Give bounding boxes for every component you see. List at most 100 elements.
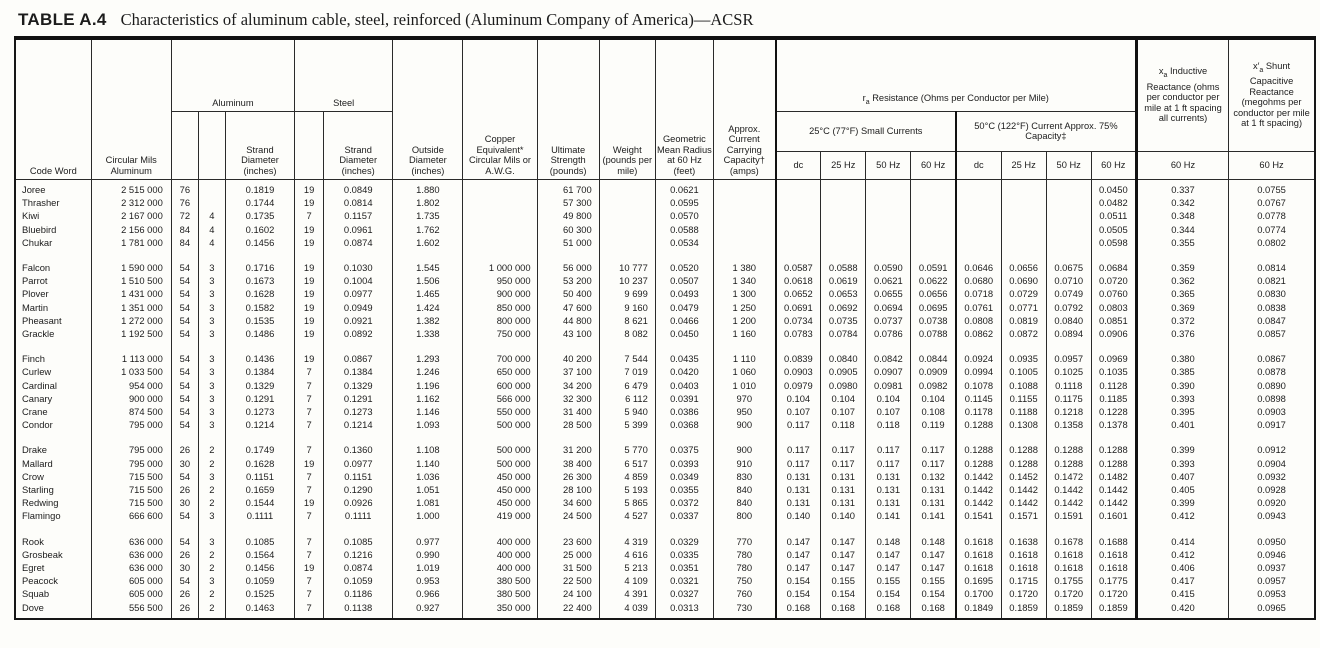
cell-xa_60hz: 0.412	[1134, 509, 1230, 523]
cell-st_strands: 19	[294, 222, 325, 236]
cell-r25_dc: 0.104	[774, 391, 822, 406]
cell-gmr: 0.0327	[654, 587, 714, 601]
cell-ultimate_strength: 34 600	[536, 496, 600, 510]
cell-code_word: Dove	[14, 600, 92, 619]
cell-r25_dc: 0.0903	[774, 365, 822, 379]
cell-copper_equivalent: 500 000	[462, 456, 538, 470]
cell-outside_diameter: 1.196	[392, 378, 464, 392]
cell-current_capacity: 1 340	[712, 274, 777, 288]
cell-xa_60hz: 0.359	[1134, 249, 1230, 275]
cell-st_strand_diameter: 0.0921	[323, 313, 394, 328]
cell-r50_25hz: 0.1088	[1000, 378, 1047, 392]
cell-outside_diameter: 1.081	[392, 496, 464, 510]
header-r50-50hz: 50 Hz	[1045, 151, 1092, 180]
cell-st_strands: 7	[294, 600, 325, 619]
cell-outside_diameter: 1.000	[392, 509, 464, 523]
cell-r50_dc: 0.1618	[954, 547, 1002, 562]
xa-symbol: x	[1158, 66, 1164, 77]
cell-circular_mils: 556 500	[90, 600, 172, 619]
cell-current_capacity: 830	[712, 469, 777, 484]
cell-r25_60hz: 0.0695	[910, 300, 957, 314]
cell-current_capacity: 840	[712, 483, 777, 497]
cell-al_strand_diameter: 0.1111	[224, 509, 296, 523]
cell-r25_50hz: 0.0621	[865, 274, 912, 288]
cell-r50_50hz: 0.0792	[1045, 300, 1092, 314]
cell-weight: 9 699	[598, 287, 656, 301]
cell-xca_60hz: 0.0957	[1228, 574, 1316, 588]
cell-st_strand_diameter: 0.0892	[323, 327, 394, 341]
cell-r50_25hz: 0.1188	[1000, 405, 1047, 419]
cell-al_layers: 4	[197, 235, 226, 250]
cell-al_layers: 3	[197, 469, 226, 484]
cell-r50_dc: 0.0808	[954, 313, 1002, 328]
cell-weight: 10 237	[598, 274, 656, 288]
cell-al_strand_diameter: 0.1214	[224, 418, 296, 432]
cell-r50_25hz: 0.0872	[1000, 327, 1047, 341]
cell-st_strand_diameter: 0.0874	[323, 561, 394, 575]
table-row: Kiwi 2 167 000 72 4 0.1735 7 0.1157 1.735 49 800…	[14, 209, 1316, 223]
cell-weight: 6 112	[598, 391, 656, 406]
cell-xa_60hz: 0.399	[1134, 496, 1230, 510]
cell-r25_25hz: 0.0905	[820, 365, 867, 379]
cell-weight: 4 039	[598, 600, 656, 619]
cell-circular_mils: 795 000	[90, 418, 172, 432]
cell-r25_dc: 0.0691	[774, 300, 822, 314]
xa-label: Inductive Reactance (ohms per conductor …	[1144, 66, 1222, 124]
cell-r50_25hz: 0.1288	[1000, 431, 1047, 457]
cell-al_strands: 54	[170, 249, 199, 275]
cell-xa_60hz: 0.414	[1134, 522, 1230, 548]
cell-al_strands: 54	[170, 509, 199, 523]
cell-r50_dc: 0.0680	[954, 274, 1002, 288]
cell-xa_60hz: 0.395	[1134, 405, 1230, 419]
cell-st_strands: 19	[294, 456, 325, 470]
cell-r50_dc	[954, 222, 1002, 236]
cell-r50_25hz: 0.1452	[1000, 469, 1047, 484]
cell-gmr: 0.0368	[654, 418, 714, 432]
cell-st_strand_diameter: 0.1216	[323, 547, 394, 562]
cell-al_strand_diameter: 0.1151	[224, 469, 296, 484]
table-row: Joree 2 515 000 76 0.1819 19 0.0849 1.880 61 70…	[14, 179, 1316, 197]
cell-r50_25hz: 0.1308	[1000, 418, 1047, 432]
cell-code_word: Condor	[14, 418, 92, 432]
cell-code_word: Starling	[14, 483, 92, 497]
cell-gmr: 0.0335	[654, 547, 714, 562]
cell-circular_mils: 636 000	[90, 547, 172, 562]
header-r25-25hz: 25 Hz	[820, 151, 867, 180]
cell-r25_dc	[774, 209, 822, 223]
cell-st_strand_diameter: 0.0874	[323, 235, 394, 250]
header-r25-60hz: 60 Hz	[910, 151, 957, 180]
cell-r50_50hz: 0.0749	[1045, 287, 1092, 301]
cell-r50_50hz: 0.1218	[1045, 405, 1092, 419]
cell-r25_50hz: 0.107	[865, 405, 912, 419]
cell-r25_50hz: 0.168	[865, 600, 912, 619]
cell-current_capacity	[712, 179, 777, 197]
cell-r50_dc: 0.1541	[954, 509, 1002, 523]
cell-al_strand_diameter: 0.1329	[224, 378, 296, 392]
cell-r50_dc: 0.1700	[954, 587, 1002, 601]
cell-r50_60hz: 0.0684	[1090, 249, 1137, 275]
cell-circular_mils: 1 192 500	[90, 327, 172, 341]
cell-r25_50hz: 0.154	[865, 587, 912, 601]
cell-r25_50hz: 0.0590	[865, 249, 912, 275]
cell-xca_60hz: 0.0814	[1228, 249, 1316, 275]
cell-xa_60hz: 0.407	[1134, 469, 1230, 484]
cell-al_strands: 54	[170, 574, 199, 588]
cell-ultimate_strength: 50 400	[536, 287, 600, 301]
cell-r25_50hz: 0.155	[865, 574, 912, 588]
cell-copper_equivalent	[462, 196, 538, 210]
cell-al_layers: 3	[197, 300, 226, 314]
cell-code_word: Kiwi	[14, 209, 92, 223]
cell-circular_mils: 1 113 000	[90, 340, 172, 366]
header-r25-50hz: 50 Hz	[865, 151, 912, 180]
cell-r50_25hz	[1000, 196, 1047, 210]
cell-r25_60hz: 0.0788	[910, 327, 957, 341]
cell-st_strands: 7	[294, 391, 325, 406]
cell-al_strands: 54	[170, 378, 199, 392]
cell-code_word: Curlew	[14, 365, 92, 379]
cell-st_strands: 19	[294, 274, 325, 288]
cell-outside_diameter: 1.465	[392, 287, 464, 301]
cell-r25_25hz	[820, 179, 867, 197]
cell-r50_dc: 0.1442	[954, 496, 1002, 510]
cell-r25_25hz	[820, 209, 867, 223]
cell-al_layers: 3	[197, 274, 226, 288]
